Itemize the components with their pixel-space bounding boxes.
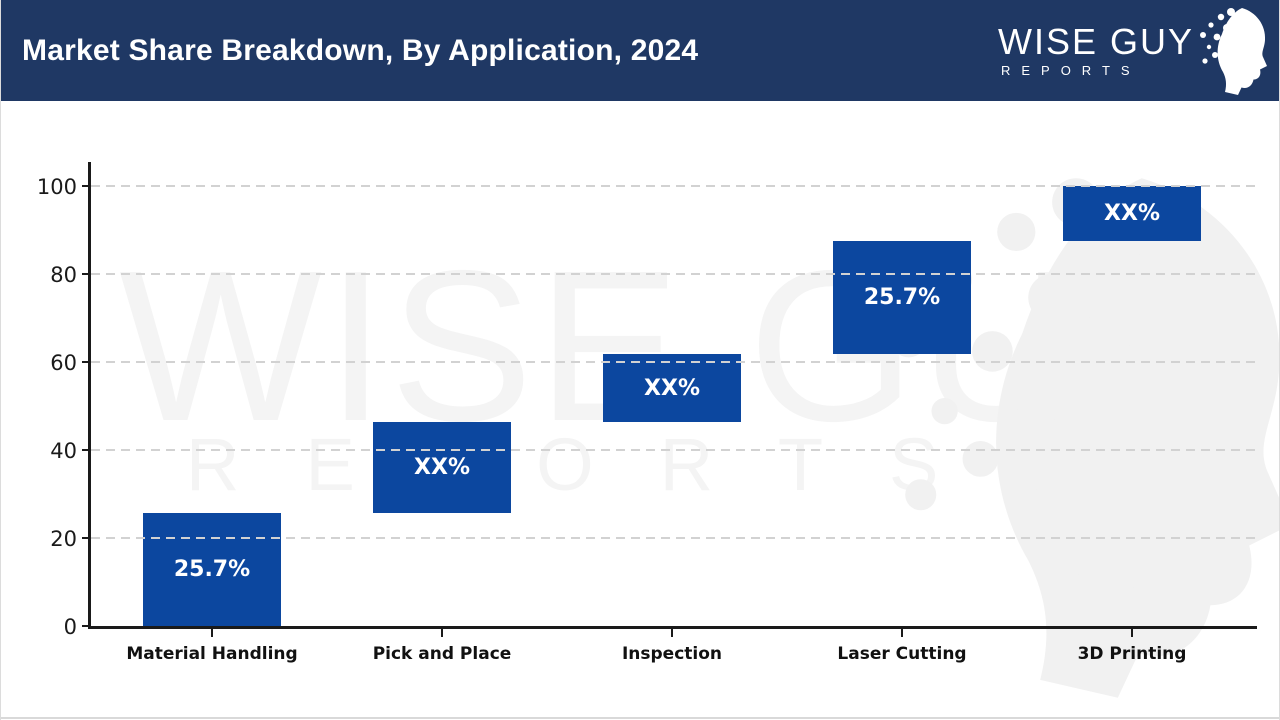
logo-text: WISE GUY REPORTS	[997, 20, 1194, 78]
gridline	[91, 185, 1257, 187]
x-tick	[1131, 628, 1133, 637]
gridline	[91, 537, 1257, 539]
y-tick	[82, 449, 90, 451]
y-tick-label: 20	[50, 527, 77, 551]
bar-value-label: XX%	[1104, 201, 1160, 226]
y-tick	[82, 185, 90, 187]
wise-guy-reports-logo: WISE GUY REPORTS	[998, 5, 1268, 97]
y-tick-label: 0	[63, 615, 77, 639]
x-axis-line	[88, 626, 1257, 629]
x-tick	[671, 628, 673, 637]
y-tick-label: 60	[50, 351, 77, 375]
y-tick	[82, 273, 90, 275]
bar-laser-cutting: 25.7%	[833, 241, 971, 355]
bar-value-label: XX%	[414, 455, 470, 481]
page-title: Market Share Breakdown, By Application, …	[22, 33, 699, 67]
category-label-inspection: Inspection	[621, 644, 723, 664]
header-band: Market Share Breakdown, By Application, …	[1, 0, 1279, 101]
gridline	[91, 361, 1257, 363]
category-label-pick-and-place: Pick and Place	[372, 644, 512, 664]
logo-subtext: REPORTS	[1000, 62, 1141, 78]
bar-material-handling: 25.7%	[143, 512, 281, 626]
category-label-3d-printing: 3D Printing	[1077, 644, 1187, 664]
y-tick	[82, 537, 90, 539]
bar-3d-printing: XX%	[1063, 186, 1201, 241]
y-tick-label: 40	[50, 439, 77, 463]
bar-pick-and-place: XX%	[373, 422, 511, 513]
y-tick	[82, 625, 90, 627]
category-label-material-handling: Material Handling	[126, 644, 298, 664]
y-tick-label: 100	[36, 175, 77, 199]
bar-inspection: XX%	[603, 354, 741, 423]
head-profile-icon	[1200, 7, 1267, 95]
bar-value-label: XX%	[644, 375, 700, 401]
bar-value-label: 25.7%	[173, 556, 251, 582]
x-tick	[211, 628, 213, 637]
x-tick	[441, 628, 443, 637]
gridline	[91, 273, 1257, 275]
y-axis-line	[88, 162, 91, 629]
bar-value-label: 25.7%	[863, 285, 941, 311]
bottom-hairline	[1, 717, 1279, 719]
gridline	[91, 449, 1257, 451]
category-label-laser-cutting: Laser Cutting	[837, 644, 967, 664]
y-tick	[82, 361, 90, 363]
logo-wordmark: WISE GUY	[997, 20, 1194, 62]
x-tick	[901, 628, 903, 637]
y-tick-label: 80	[50, 263, 77, 287]
